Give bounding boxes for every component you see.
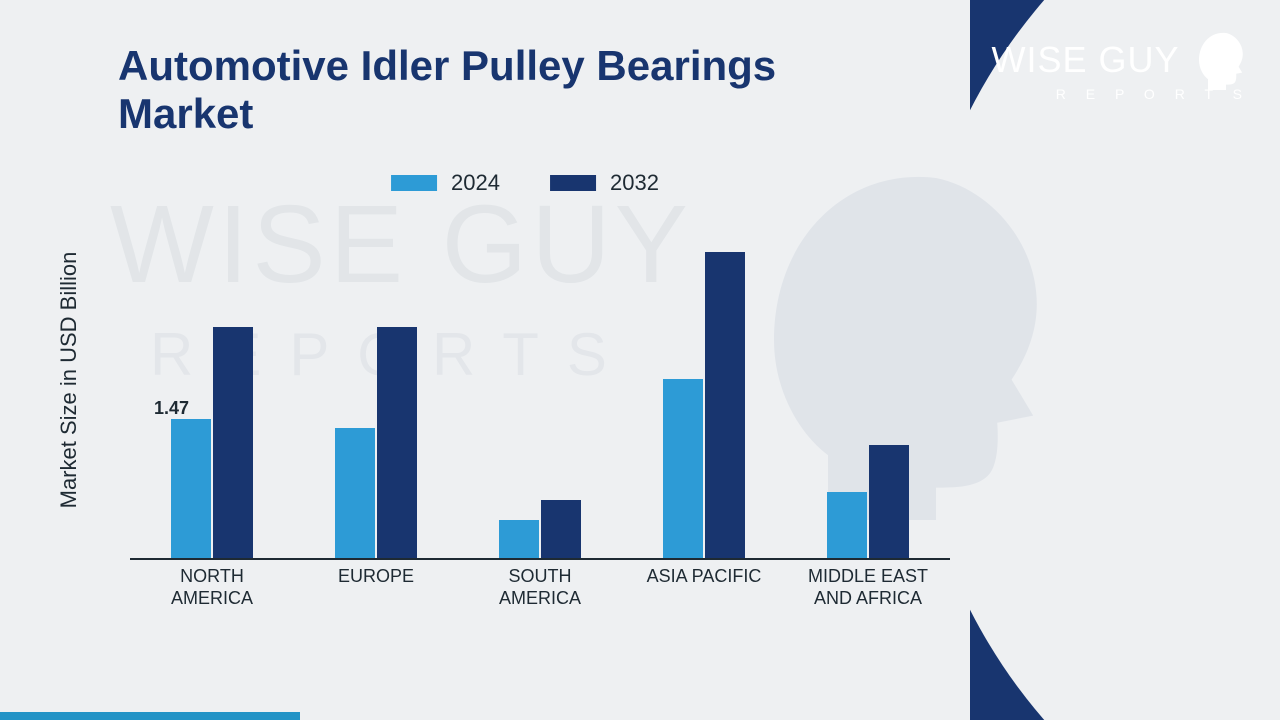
legend-item-2024: 2024 <box>391 170 500 196</box>
bar-2032 <box>213 327 253 558</box>
bar-groups <box>130 230 950 558</box>
bar-group <box>147 327 277 558</box>
x-category-label: MIDDLE EAST AND AFRICA <box>803 566 933 609</box>
bar-group <box>803 445 933 558</box>
head-icon <box>1190 30 1250 90</box>
x-category-label: SOUTH AMERICA <box>475 566 605 609</box>
bar-2024 <box>827 492 867 558</box>
legend-swatch-2024 <box>391 175 437 191</box>
x-category-label: EUROPE <box>311 566 441 609</box>
logo-text-main: WISE GUY <box>992 39 1180 81</box>
bar-chart: 2024 2032 Market Size in USD Billion 1.4… <box>100 170 950 610</box>
bar-2032 <box>705 252 745 558</box>
bar-group <box>475 500 605 558</box>
plot-area: 1.47 <box>130 230 950 560</box>
page-root: WISE GUY R E P O R T S WISE GUY REPORTS … <box>0 0 1280 720</box>
bar-group <box>639 252 769 558</box>
bar-2024 <box>335 428 375 558</box>
legend-label-2032: 2032 <box>610 170 659 196</box>
bottom-accent-bar <box>0 712 300 720</box>
x-category-label: NORTH AMERICA <box>147 566 277 609</box>
bar-2032 <box>869 445 909 558</box>
bar-2032 <box>377 327 417 558</box>
bar-group <box>311 327 441 558</box>
x-axis-labels: NORTH AMERICA EUROPE SOUTH AMERICA ASIA PAC… <box>130 566 950 609</box>
legend: 2024 2032 <box>391 170 659 196</box>
chart-title: Automotive Idler Pulley Bearings Market <box>118 42 838 139</box>
legend-swatch-2032 <box>550 175 596 191</box>
bar-2024 <box>171 419 211 558</box>
legend-label-2024: 2024 <box>451 170 500 196</box>
bar-2032 <box>541 500 581 558</box>
legend-item-2032: 2032 <box>550 170 659 196</box>
brand-logo: WISE GUY R E P O R T S <box>992 30 1250 102</box>
bar-2024 <box>663 379 703 558</box>
x-category-label: ASIA PACIFIC <box>639 566 769 609</box>
y-axis-label: Market Size in USD Billion <box>56 210 82 550</box>
bar-2024 <box>499 520 539 558</box>
